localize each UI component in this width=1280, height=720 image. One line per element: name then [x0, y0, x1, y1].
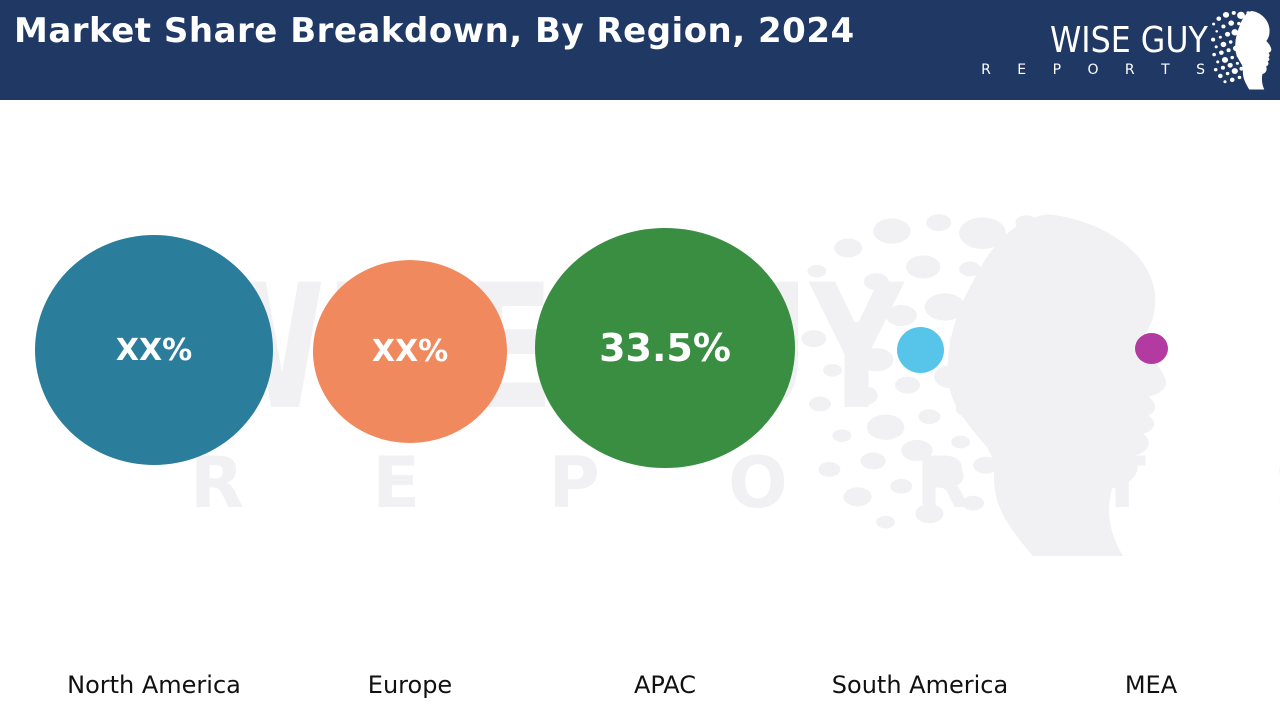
logo-subtitle: R E P O R T S	[981, 62, 1216, 78]
wise-guy-logo: WISE GUY R E P O R T S	[981, 5, 1272, 95]
bubble-value-label: 33.5%	[599, 326, 731, 370]
page-title: Market Share Breakdown, By Region, 2024	[14, 11, 855, 51]
bubble-value-label: XX%	[115, 332, 193, 368]
header-banner: Market Share Breakdown, By Region, 2024 …	[0, 0, 1280, 100]
category-label-south-america: South America	[831, 671, 1009, 699]
bubble-europe: XX%	[313, 260, 507, 443]
logo-wordmark: WISE GUY	[1050, 20, 1208, 61]
category-label-apac: APAC	[633, 671, 697, 699]
bubble-apac: 33.5%	[535, 228, 795, 468]
bubble-north-america: XX%	[35, 235, 273, 465]
bubble-value-label: XX%	[371, 334, 449, 369]
watermark-head-icon	[801, 214, 1167, 556]
category-label-north-america: North America	[67, 671, 241, 699]
category-label-mea: MEA	[1124, 671, 1178, 699]
bubble-south-america	[897, 327, 944, 373]
bubble-mea	[1135, 333, 1168, 364]
logo-text: WISE GUY R E P O R T S	[981, 20, 1208, 78]
logo-head-icon	[1211, 10, 1272, 90]
category-label-europe: Europe	[367, 671, 453, 699]
